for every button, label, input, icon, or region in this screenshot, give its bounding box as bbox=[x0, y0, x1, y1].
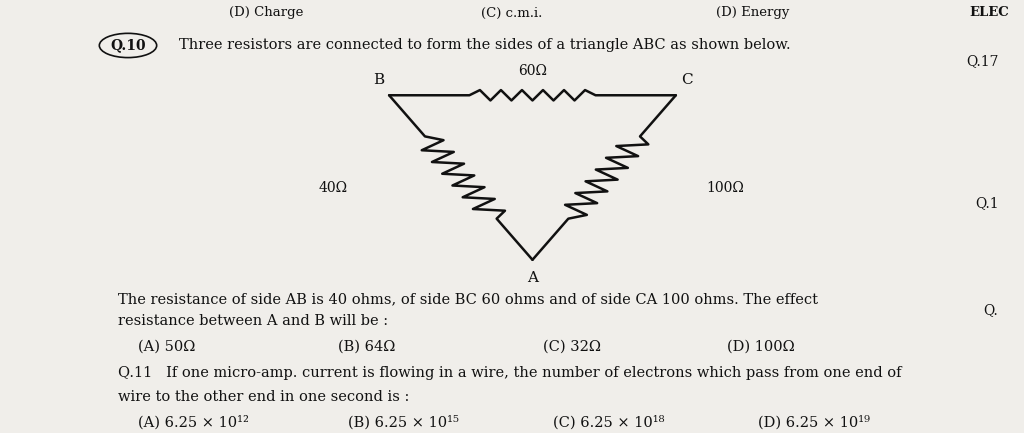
Text: A: A bbox=[527, 271, 538, 284]
Text: 40Ω: 40Ω bbox=[319, 181, 348, 195]
Text: wire to the other end in one second is :: wire to the other end in one second is : bbox=[118, 390, 410, 404]
Text: 60Ω: 60Ω bbox=[518, 64, 547, 78]
Text: (D) 6.25 × 10¹⁹: (D) 6.25 × 10¹⁹ bbox=[758, 416, 869, 430]
Text: (C) c.m.i.: (C) c.m.i. bbox=[481, 6, 543, 19]
Text: 100Ω: 100Ω bbox=[707, 181, 744, 195]
Text: C: C bbox=[681, 73, 692, 87]
Text: Q.: Q. bbox=[984, 303, 998, 317]
Text: Q.10: Q.10 bbox=[111, 39, 145, 52]
Text: Q.17: Q.17 bbox=[966, 54, 998, 68]
Text: (A) 6.25 × 10¹²: (A) 6.25 × 10¹² bbox=[138, 416, 249, 430]
Text: Q.11   If one micro-amp. current is flowing in a wire, the number of electrons w: Q.11 If one micro-amp. current is flowin… bbox=[118, 366, 901, 380]
Text: (C) 6.25 × 10¹⁸: (C) 6.25 × 10¹⁸ bbox=[553, 416, 665, 430]
Text: (D) 100Ω: (D) 100Ω bbox=[727, 340, 795, 354]
Text: Q.1: Q.1 bbox=[975, 197, 998, 210]
Text: ELEC: ELEC bbox=[969, 6, 1009, 19]
Text: (B) 64Ω: (B) 64Ω bbox=[338, 340, 395, 354]
Text: (D) Charge: (D) Charge bbox=[229, 6, 303, 19]
Text: (B) 6.25 × 10¹⁵: (B) 6.25 × 10¹⁵ bbox=[348, 416, 459, 430]
Text: B: B bbox=[373, 73, 384, 87]
Text: (D) Energy: (D) Energy bbox=[716, 6, 790, 19]
Text: The resistance of side AB is 40 ohms, of side BC 60 ohms and of side CA 100 ohms: The resistance of side AB is 40 ohms, of… bbox=[118, 292, 818, 306]
Text: resistance between A and B will be :: resistance between A and B will be : bbox=[118, 314, 388, 328]
Text: (A) 50Ω: (A) 50Ω bbox=[138, 340, 196, 354]
Text: Three resistors are connected to form the sides of a triangle ABC as shown below: Three resistors are connected to form th… bbox=[179, 39, 791, 52]
Text: (C) 32Ω: (C) 32Ω bbox=[543, 340, 601, 354]
